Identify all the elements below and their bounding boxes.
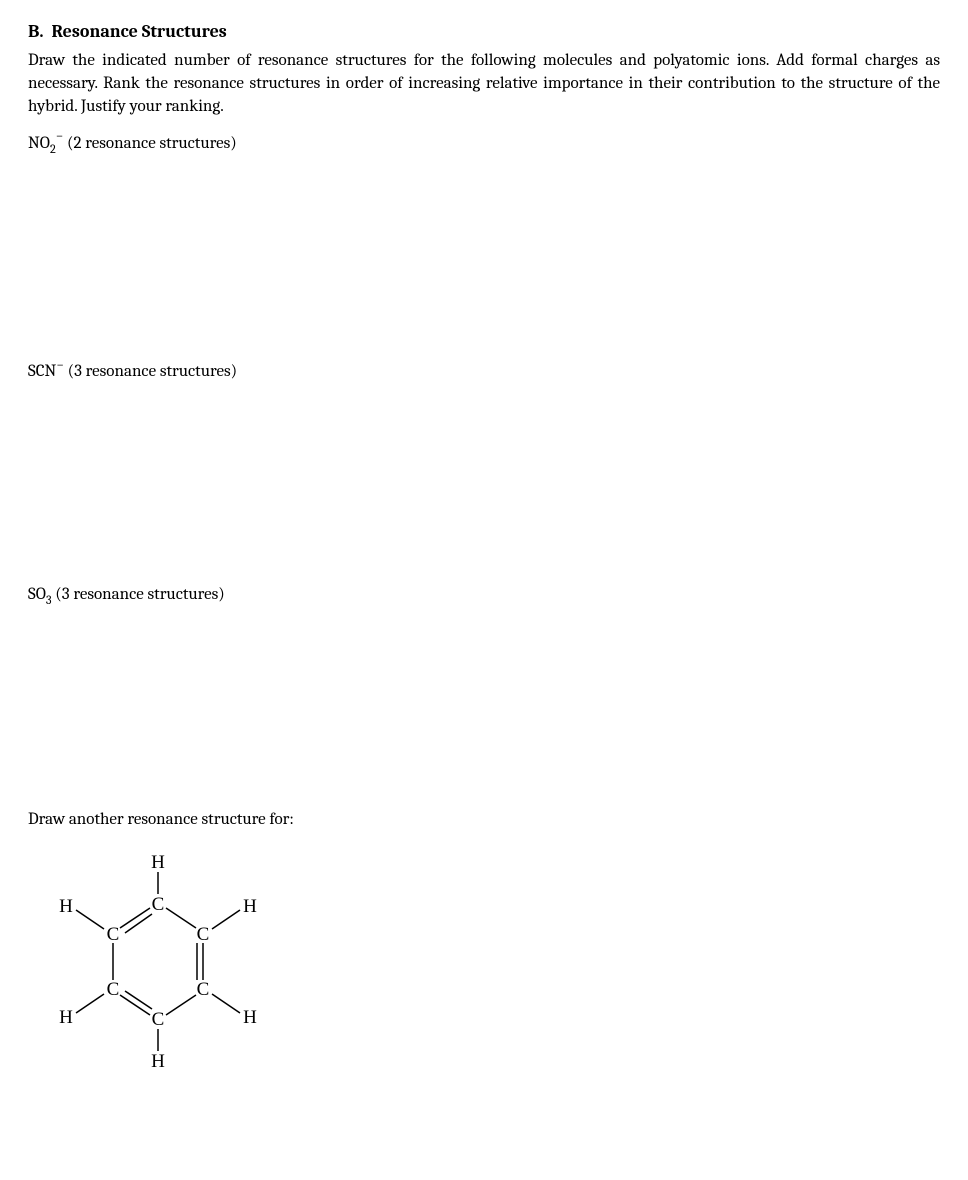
problem-1-note: (2 resonance structures) [67,134,237,153]
c-atom: C [197,979,210,1000]
problem-2: SCN− (3 resonance structures) [28,358,940,385]
benzene-svg: C C C C C C H H H H H H [38,844,278,1074]
final-problem: Draw another resonance structure for: [28,809,940,1082]
problem-1-formula: NO2− (2 resonance structures) [28,134,237,153]
section-letter: B. [28,21,44,42]
h-atom: H [151,1051,165,1072]
c-atom: C [152,894,165,915]
problem-2-note: (3 resonance structures) [68,362,238,381]
problem-2-formula: SCN− (3 resonance structures) [28,362,237,381]
c-atom: C [152,1009,165,1030]
h-atom: H [59,1007,73,1028]
problem-3-note: (3 resonance structures) [55,585,225,604]
c-atom: C [197,924,210,945]
h-atom: H [151,852,165,873]
final-prompt-text: Draw another resonance structure for: [28,809,940,832]
c-atom: C [107,924,120,945]
instructions-text: Draw the indicated number of resonance s… [28,50,940,119]
section-title: Resonance Structures [51,21,226,42]
h-atom: H [243,1007,257,1028]
section-header: B. Resonance Structures [28,20,940,44]
problem-1: NO2− (2 resonance structures) [28,129,940,158]
c-atom: C [107,979,120,1000]
problem-3-formula: SO3 (3 resonance structures) [28,585,225,604]
problem-3: SO3 (3 resonance structures) [28,584,940,609]
benzene-diagram: C C C C C C H H H H H H [38,844,940,1082]
h-atom: H [243,896,257,917]
h-atom: H [59,896,73,917]
